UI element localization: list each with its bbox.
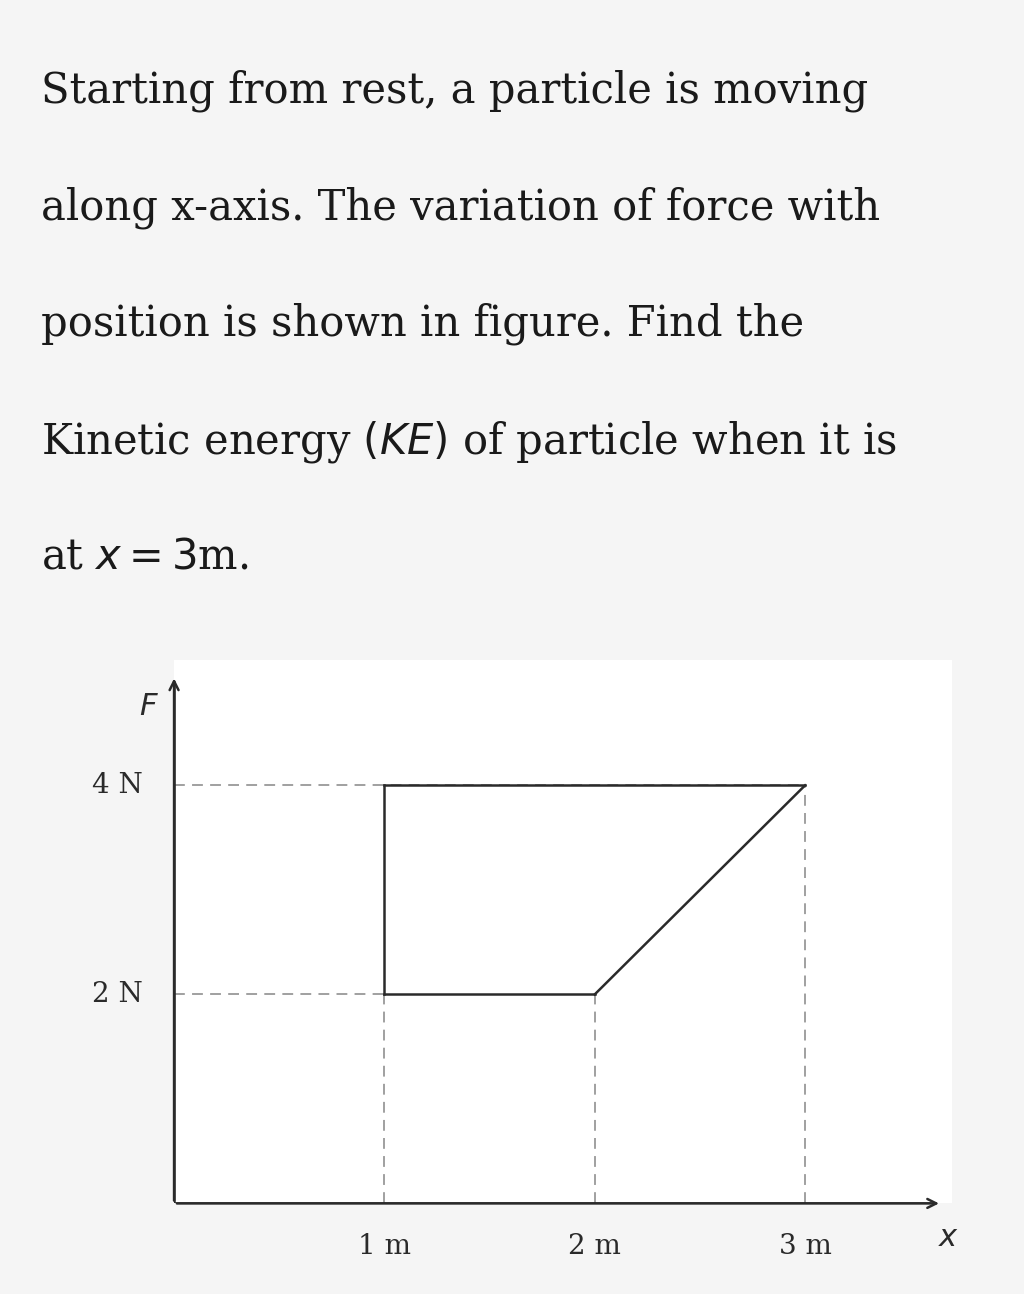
Text: 3 m: 3 m xyxy=(778,1233,831,1259)
Text: Kinetic energy $(KE)$ of particle when it is: Kinetic energy $(KE)$ of particle when i… xyxy=(41,419,897,466)
Text: position is shown in figure. Find the: position is shown in figure. Find the xyxy=(41,303,804,345)
Text: along x-axis. The variation of force with: along x-axis. The variation of force wit… xyxy=(41,186,880,229)
Text: 4 N: 4 N xyxy=(92,771,142,798)
Text: $F$: $F$ xyxy=(139,691,159,722)
Text: 1 m: 1 m xyxy=(358,1233,411,1259)
Text: 2 N: 2 N xyxy=(92,981,142,1008)
Text: at $x = 3$m.: at $x = 3$m. xyxy=(41,536,249,577)
Text: 2 m: 2 m xyxy=(568,1233,622,1259)
Text: $x$: $x$ xyxy=(938,1223,958,1253)
Text: Starting from rest, a particle is moving: Starting from rest, a particle is moving xyxy=(41,70,868,113)
